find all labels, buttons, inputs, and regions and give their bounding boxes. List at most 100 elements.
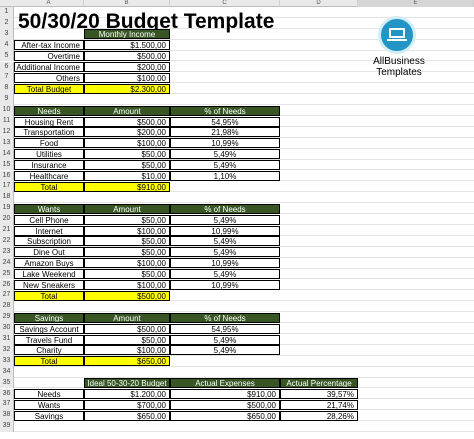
income-amount-cell[interactable]: $500,00: [84, 51, 170, 62]
wants-pct-cell[interactable]: 5,49%: [170, 236, 280, 247]
needs-pct-cell[interactable]: 1,10%: [170, 171, 280, 181]
needs-amount-cell[interactable]: $50,00: [84, 149, 170, 160]
needs-pct-cell[interactable]: 10,99%: [170, 138, 280, 149]
needs-amount-cell[interactable]: $10,00: [84, 171, 170, 181]
needs-label-cell[interactable]: Transportation: [14, 127, 84, 138]
row-header[interactable]: 10: [0, 105, 14, 116]
savings-amount-cell[interactable]: $500,00: [84, 323, 170, 334]
savings-amount-cell[interactable]: $100,00: [84, 345, 170, 356]
summary-pct-header[interactable]: Actual Percentage: [280, 378, 358, 389]
row-header[interactable]: 35: [0, 377, 14, 389]
needs-total-amount[interactable]: $910,00: [84, 181, 170, 192]
needs-pct-cell[interactable]: 5,49%: [170, 160, 280, 171]
income-label-cell[interactable]: Others: [14, 72, 84, 83]
income-label-cell[interactable]: Additional Income: [14, 62, 84, 72]
row-header[interactable]: 8: [0, 83, 14, 95]
needs-amount-header[interactable]: Amount: [84, 105, 170, 116]
savings-label-cell[interactable]: Travels Fund: [14, 334, 84, 345]
row-header[interactable]: 33: [0, 355, 14, 367]
wants-label-cell[interactable]: Lake Weekend: [14, 269, 84, 280]
column-b-header[interactable]: B: [84, 0, 170, 7]
wants-label-cell[interactable]: New Sneakers: [14, 280, 84, 290]
row-header[interactable]: 23: [0, 246, 14, 258]
summary-ideal-header[interactable]: Ideal 50-30-20 Budget: [84, 378, 170, 389]
row-header[interactable]: 16: [0, 170, 14, 182]
wants-label-cell[interactable]: Dine Out: [14, 247, 84, 258]
savings-label-cell[interactable]: Savings Account: [14, 323, 84, 334]
wants-amount-cell[interactable]: $50,00: [84, 269, 170, 280]
needs-label-cell[interactable]: Housing Rent: [14, 116, 84, 127]
income-total-label[interactable]: Total Budget: [14, 83, 84, 94]
wants-pct-cell[interactable]: 5,49%: [170, 269, 280, 280]
wants-label-cell[interactable]: Internet: [14, 225, 84, 236]
wants-pct-cell[interactable]: 10,99%: [170, 225, 280, 236]
savings-amount-cell[interactable]: $50,00: [84, 334, 170, 345]
row-header[interactable]: 18: [0, 192, 14, 204]
wants-amount-cell[interactable]: $50,00: [84, 214, 170, 225]
row-header[interactable]: 29: [0, 312, 14, 324]
row-header[interactable]: 4: [0, 39, 14, 51]
wants-amount-cell[interactable]: $50,00: [84, 247, 170, 258]
wants-amount-header[interactable]: Amount: [84, 203, 170, 214]
wants-amount-cell[interactable]: $50,00: [84, 236, 170, 247]
wants-amount-cell[interactable]: $100,00: [84, 280, 170, 290]
column-c-header[interactable]: C: [170, 0, 280, 7]
row-header[interactable]: 12: [0, 126, 14, 138]
needs-pct-cell[interactable]: 21,98%: [170, 127, 280, 138]
summary-pct-cell[interactable]: 28,26%: [280, 410, 358, 421]
needs-amount-cell[interactable]: $200,00: [84, 127, 170, 138]
row-header[interactable]: 38: [0, 410, 14, 422]
needs-amount-cell[interactable]: $100,00: [84, 138, 170, 149]
column-e-header[interactable]: E: [358, 0, 474, 7]
wants-pct-cell[interactable]: 10,99%: [170, 258, 280, 269]
wants-label-cell[interactable]: Amazon Buys: [14, 258, 84, 269]
summary-actual-header[interactable]: Actual Expenses: [170, 378, 280, 389]
summary-label-cell[interactable]: Needs: [14, 389, 84, 399]
savings-label-cell[interactable]: Charity: [14, 345, 84, 356]
row-header[interactable]: 36: [0, 388, 14, 400]
needs-amount-cell[interactable]: $500,00: [84, 116, 170, 127]
row-header[interactable]: 22: [0, 235, 14, 247]
needs-amount-cell[interactable]: $50,00: [84, 160, 170, 171]
income-total-amount[interactable]: $2.300,00: [84, 83, 170, 94]
row-header[interactable]: 17: [0, 181, 14, 193]
needs-label-cell[interactable]: Utilities: [14, 149, 84, 160]
wants-amount-cell[interactable]: $100,00: [84, 225, 170, 236]
wants-label-cell[interactable]: Subscription: [14, 236, 84, 247]
row-header[interactable]: 15: [0, 159, 14, 171]
summary-actual-cell[interactable]: $500,00: [170, 399, 280, 410]
row-header[interactable]: 28: [0, 301, 14, 313]
wants-total-label[interactable]: Total: [14, 290, 84, 301]
wants-pct-cell[interactable]: 5,49%: [170, 214, 280, 225]
savings-pct-header[interactable]: % of Needs: [170, 312, 280, 323]
row-header[interactable]: 5: [0, 50, 14, 62]
row-header[interactable]: 30: [0, 323, 14, 334]
row-header[interactable]: 14: [0, 148, 14, 160]
summary-pct-cell[interactable]: 21,74%: [280, 399, 358, 410]
row-header[interactable]: 34: [0, 366, 14, 378]
row-header[interactable]: 13: [0, 137, 14, 149]
wants-pct-cell[interactable]: 10,99%: [170, 280, 280, 290]
needs-label-cell[interactable]: Food: [14, 138, 84, 149]
row-header[interactable]: 21: [0, 225, 14, 236]
summary-actual-cell[interactable]: $650,00: [170, 410, 280, 421]
income-label-cell[interactable]: Overtime: [14, 51, 84, 62]
needs-pct-cell[interactable]: 5,49%: [170, 149, 280, 160]
wants-label-cell[interactable]: Cell Phone: [14, 214, 84, 225]
wants-total-amount[interactable]: $500,00: [84, 290, 170, 301]
row-header[interactable]: 6: [0, 61, 14, 73]
row-header[interactable]: 11: [0, 116, 14, 127]
income-amount-cell[interactable]: $200,00: [84, 62, 170, 72]
row-header[interactable]: 9: [0, 94, 14, 106]
row-header[interactable]: 31: [0, 334, 14, 345]
column-d-header[interactable]: D: [280, 0, 358, 7]
summary-ideal-cell[interactable]: $700,00: [84, 399, 170, 410]
income-amount-cell[interactable]: $100,00: [84, 72, 170, 83]
row-header[interactable]: 20: [0, 214, 14, 225]
summary-label-cell[interactable]: Savings: [14, 410, 84, 421]
wants-pct-cell[interactable]: 5,49%: [170, 247, 280, 258]
savings-amount-header[interactable]: Amount: [84, 312, 170, 323]
needs-label-cell[interactable]: Insurance: [14, 160, 84, 171]
summary-actual-cell[interactable]: $910,00: [170, 389, 280, 399]
summary-ideal-cell[interactable]: $1.200,00: [84, 389, 170, 399]
